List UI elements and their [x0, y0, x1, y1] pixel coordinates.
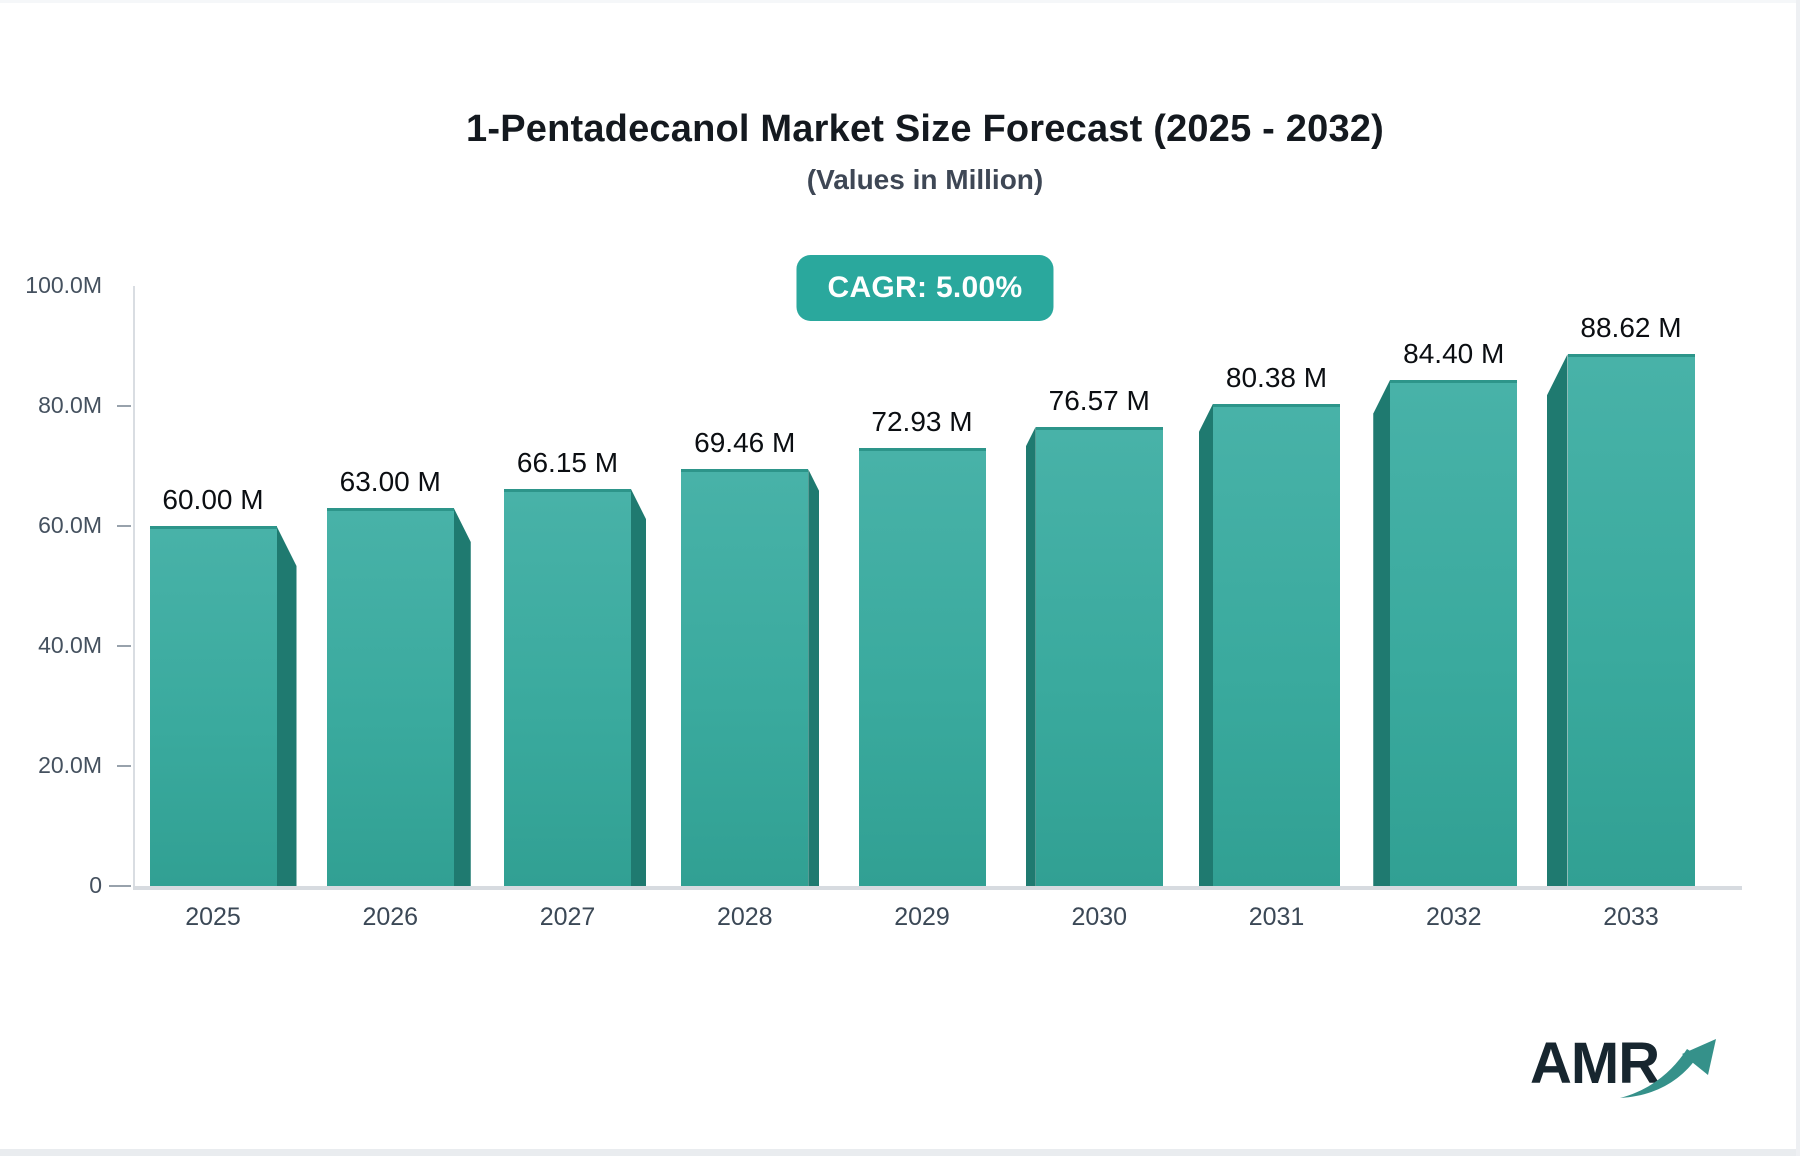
bar-2030: 76.57 M: [1025, 385, 1163, 886]
bar-side-face: [1025, 426, 1036, 886]
bar-2027: 66.15 M: [504, 447, 646, 886]
bar-side-face: [1546, 354, 1568, 886]
y-tick-mark: [109, 885, 131, 887]
y-tick-mark: [117, 645, 131, 647]
y-tick-label: 0: [89, 872, 102, 898]
bar-2031: 80.38 M: [1199, 362, 1340, 886]
amr-logo-text: AMR: [1530, 1031, 1660, 1096]
bar-value-label: 80.38 M: [1225, 361, 1328, 393]
chart-title: 1-Pentadecanol Market Size Forecast (202…: [466, 108, 1384, 150]
bar-front-face: [504, 489, 631, 886]
y-tick-label: 60.0M: [38, 512, 102, 538]
cagr-badge: CAGR: 5.00%: [796, 255, 1054, 321]
x-tick-label: 2029: [894, 903, 950, 931]
bar-side-face: [1199, 403, 1213, 886]
y-tick-mark: [117, 765, 131, 767]
x-tick-label: 2028: [716, 903, 773, 931]
bar-value-label: 60.00 M: [162, 484, 264, 515]
bar-front-face: [1213, 403, 1340, 886]
x-axis-line: [133, 886, 1742, 890]
bar-front-face: [1035, 426, 1163, 886]
x-axis: 2025 2026 2027 2028 2029 2030 2031 2032 2033: [135, 886, 1744, 956]
bar-front-face: [858, 448, 986, 886]
y-tick-label: 20.0M: [38, 752, 102, 778]
bar-front-face: [1390, 379, 1518, 886]
bar-value-label: 63.00 M: [339, 466, 441, 497]
chart-subtitle: (Values in Million): [806, 164, 1044, 195]
bar-front-face: [149, 526, 277, 886]
bar-2032: 84.40 M: [1373, 338, 1518, 886]
y-tick-label: 80.0M: [38, 392, 102, 418]
y-tick-label: 40.0M: [38, 632, 102, 658]
bar-value-label: 72.93 M: [871, 406, 973, 438]
bar-2029: 72.93 M: [858, 406, 986, 886]
bar-side-face: [453, 508, 471, 886]
bar-side-face: [631, 489, 646, 886]
bar-value-label: 69.46 M: [694, 427, 796, 459]
amr-logo: AMR: [1530, 1030, 1730, 1110]
x-tick-label: 2026: [362, 903, 419, 931]
growth-arrow-icon: [1620, 1039, 1716, 1098]
bar-2033: 88.62 M: [1546, 312, 1695, 886]
bar-2026: 63.00 M: [326, 466, 471, 886]
bar-side-face: [1373, 379, 1391, 886]
bar-value-label: 76.57 M: [1048, 384, 1150, 416]
page-top-edge: [0, 0, 1800, 3]
y-tick-mark: [117, 405, 131, 407]
x-tick-label: 2033: [1603, 903, 1659, 931]
bar-2028: 69.46 M: [681, 427, 820, 886]
y-axis-line: [133, 286, 135, 886]
page-right-edge: [1796, 0, 1800, 1156]
bar-value-label: 66.15 M: [516, 447, 619, 479]
bar-value-label: 88.62 M: [1580, 312, 1682, 344]
page-bottom-edge: [0, 1149, 1800, 1156]
plot-area: 60.00 M 63.00 M 66.15 M 69.46 M 72.93 M 76.57…: [135, 286, 1744, 886]
y-axis: 0 20.0M 40.0M 60.0M 80.0M 100.0M: [0, 272, 133, 898]
y-tick-label: 100.0M: [25, 272, 102, 298]
x-tick-label: 2032: [1425, 903, 1482, 931]
bar-front-face: [326, 508, 454, 886]
bar-side-face: [276, 526, 297, 886]
x-tick-label: 2025: [185, 903, 241, 931]
y-tick-mark: [117, 525, 131, 527]
bar-front-face: [1567, 354, 1695, 886]
bar-value-label: 84.40 M: [1403, 337, 1505, 369]
x-tick-label: 2031: [1248, 903, 1305, 931]
bar-2025: 60.00 M: [149, 484, 297, 886]
bar-front-face: [681, 469, 809, 886]
x-tick-label: 2027: [539, 903, 596, 931]
x-tick-label: 2030: [1071, 903, 1128, 931]
bar-side-face: [808, 469, 820, 886]
chart-area: CAGR: 5.00% 0 20.0M 40.0M 60.0M 80.0M 100.0M …: [0, 255, 1800, 966]
